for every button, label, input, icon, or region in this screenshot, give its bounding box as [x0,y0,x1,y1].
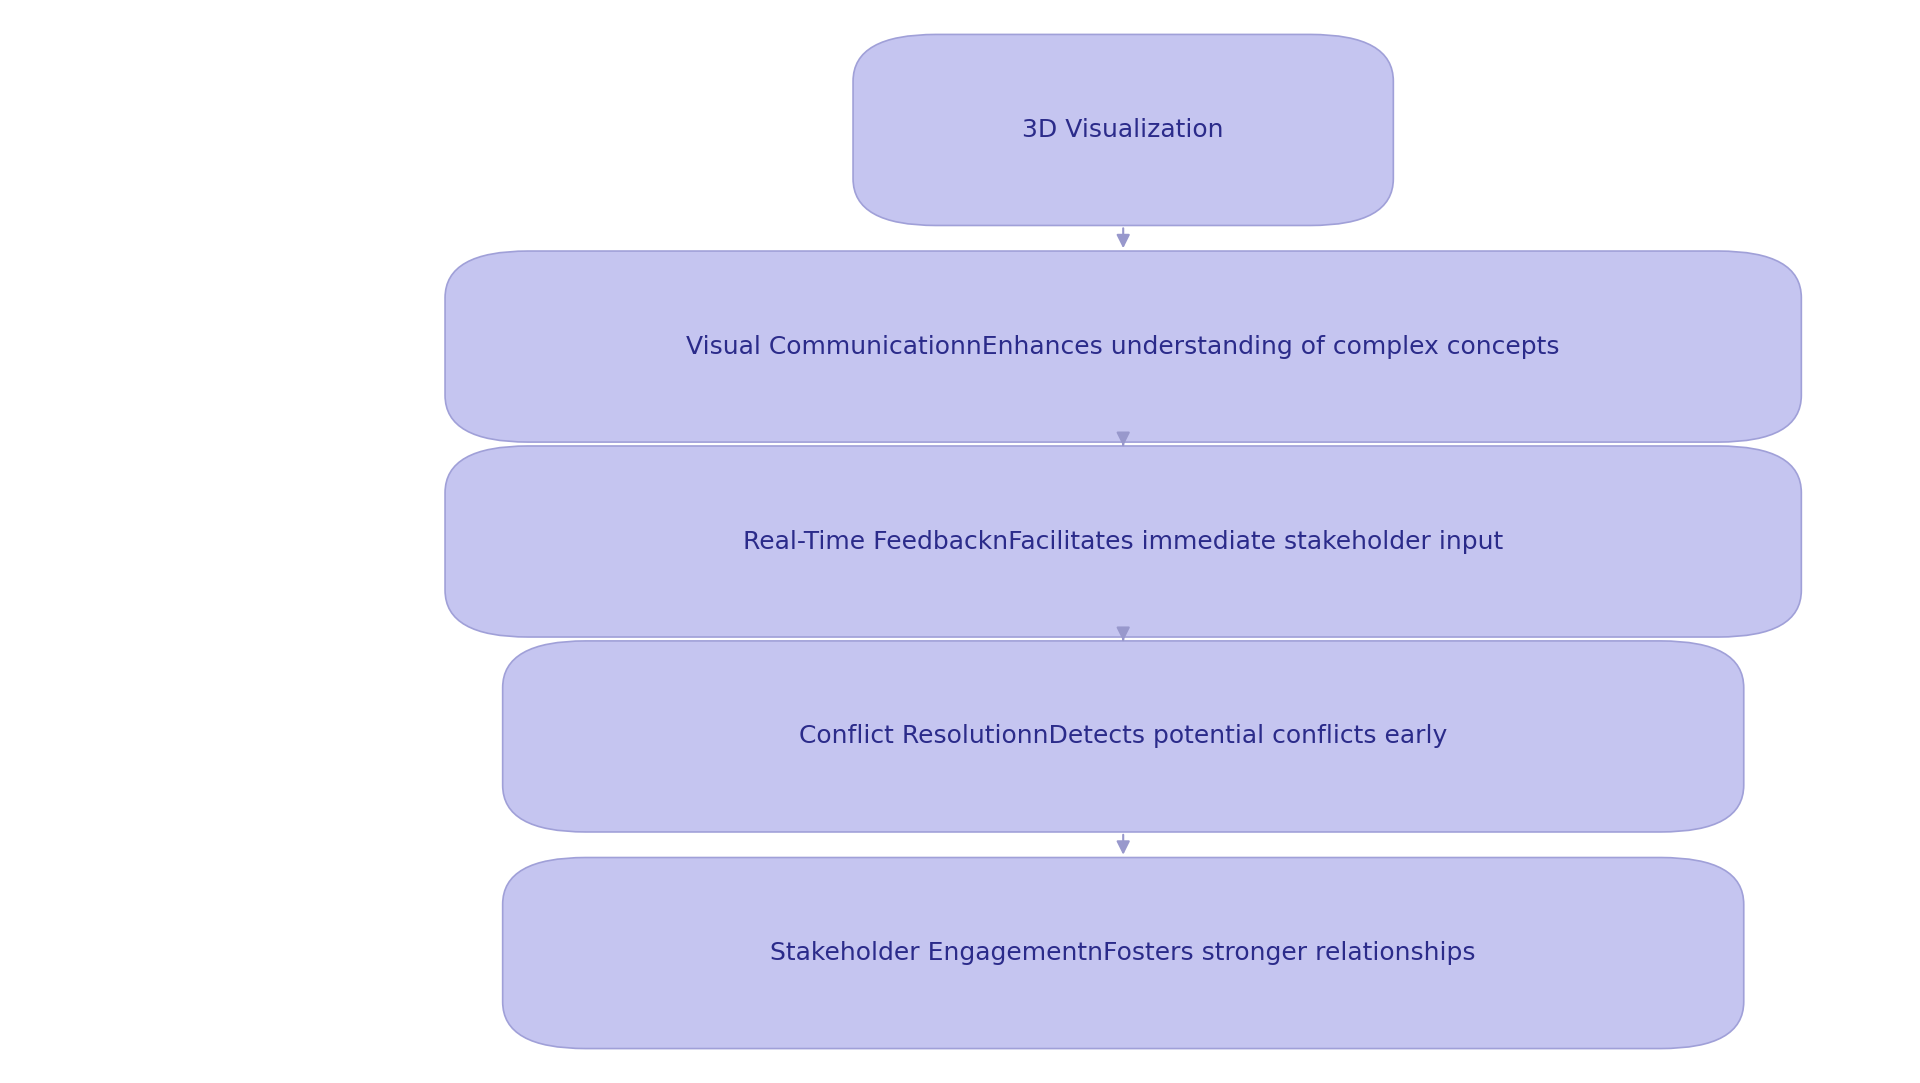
Text: Visual CommunicationnEnhances understanding of complex concepts: Visual CommunicationnEnhances understand… [687,335,1559,358]
Text: Real-Time FeedbacknFacilitates immediate stakeholder input: Real-Time FeedbacknFacilitates immediate… [743,530,1503,553]
FancyBboxPatch shape [852,35,1394,225]
FancyBboxPatch shape [445,446,1801,637]
FancyBboxPatch shape [503,858,1743,1048]
Text: Conflict ResolutionnDetects potential conflicts early: Conflict ResolutionnDetects potential co… [799,725,1448,748]
Text: Stakeholder EngagementnFosters stronger relationships: Stakeholder EngagementnFosters stronger … [770,941,1476,965]
Text: 3D Visualization: 3D Visualization [1023,118,1223,142]
FancyBboxPatch shape [445,251,1801,442]
FancyBboxPatch shape [503,641,1743,832]
